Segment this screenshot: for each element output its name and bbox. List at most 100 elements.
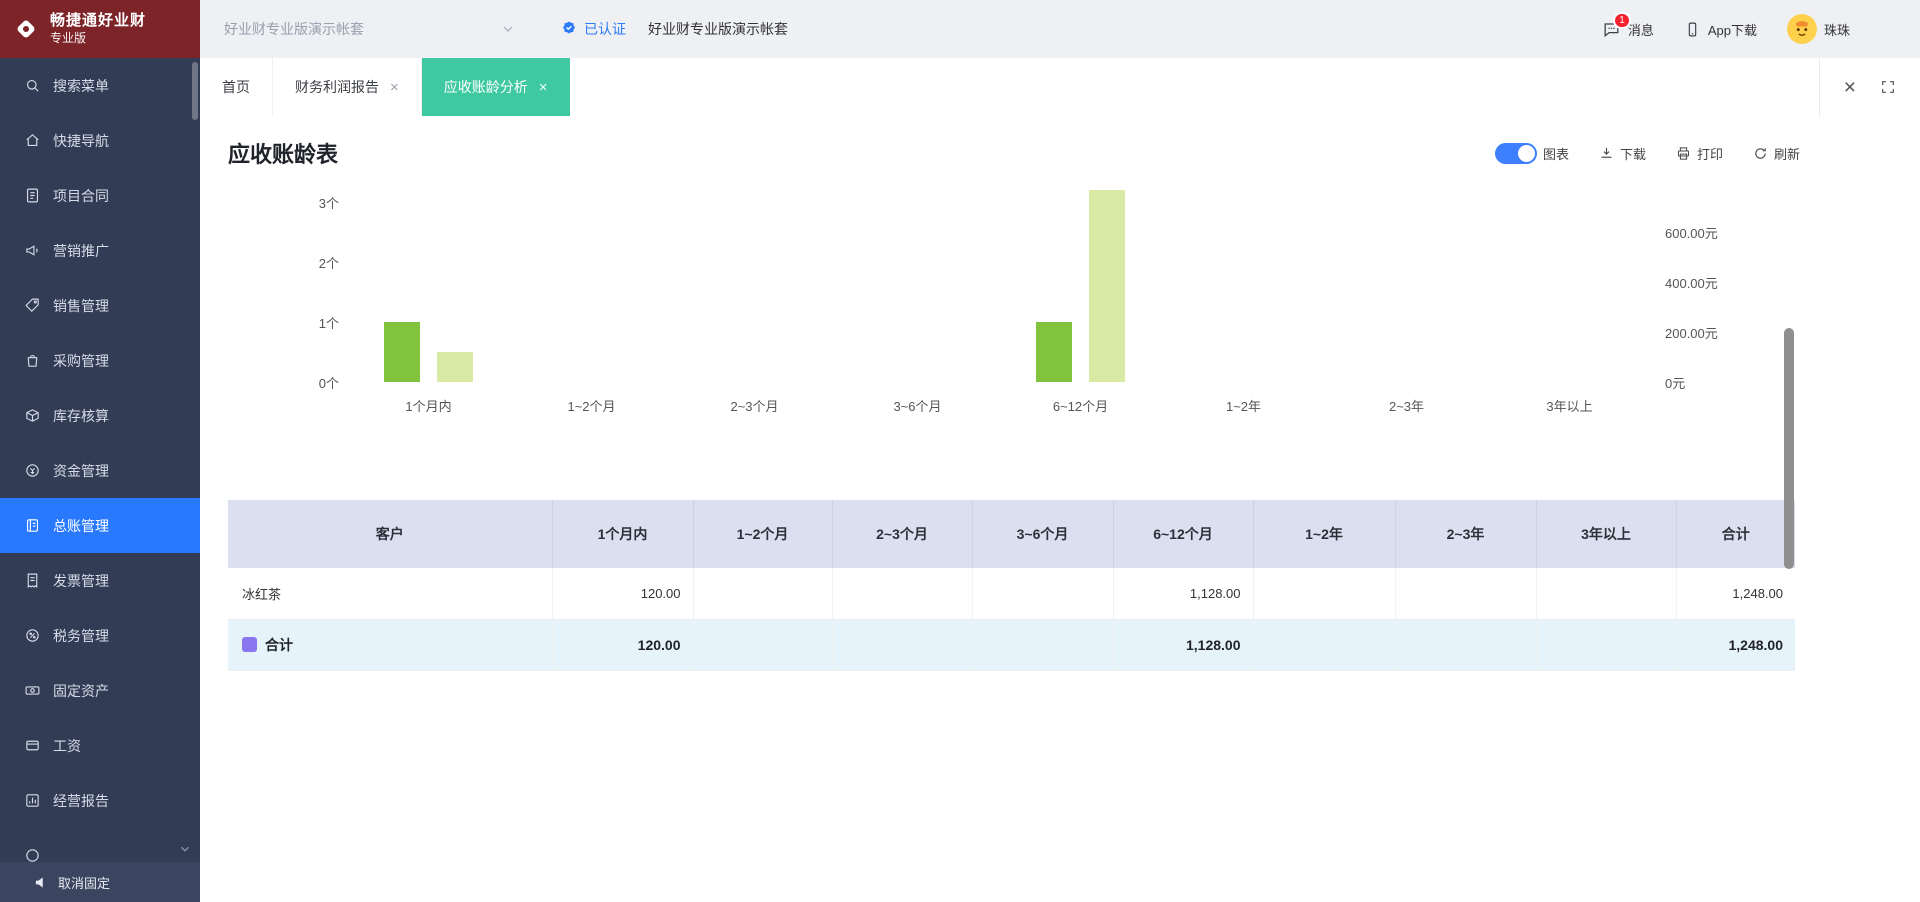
sidebar-item-sales[interactable]: 销售管理 (0, 278, 200, 333)
certified-icon (560, 20, 578, 38)
circle-icon (24, 847, 41, 862)
report-controls: 图表 下载 打印 刷新 (1494, 142, 1800, 164)
column-header: 3年以上 (1536, 500, 1677, 568)
cell-total-value (1253, 619, 1396, 671)
unpin-label: 取消固定 (58, 875, 111, 891)
chart-y-label-left: 3个 (318, 196, 339, 211)
cell-value (693, 568, 833, 620)
aging-table-wrap: 客户 1个月内 1~2个月 2~3个月 3~6个月 6~12个月 1~2年 2~… (228, 500, 1795, 671)
phone-icon (1684, 21, 1701, 38)
sidebar-item-label: 销售管理 (53, 297, 109, 314)
cell-total-value (693, 619, 833, 671)
table-row[interactable]: 冰红茶 120.00 1,128.00 1,248.00 (228, 568, 1795, 620)
close-tab-icon[interactable]: × (390, 78, 399, 96)
sidebar-item-fixed-assets[interactable]: 固定资产 (0, 663, 200, 718)
column-header: 3~6个月 (972, 500, 1114, 568)
topbar-right: 1 消息 App下载 珠珠 (1602, 11, 1920, 44)
sidebar-item-invoice[interactable]: 发票管理 (0, 553, 200, 608)
close-all-tabs-icon[interactable]: × (1843, 75, 1856, 99)
chart-x-label: 6~12个月 (1052, 399, 1109, 414)
user-menu[interactable]: 珠珠 (1786, 14, 1850, 44)
sidebar-item-label: 税务管理 (53, 627, 109, 644)
column-header: 2~3年 (1395, 500, 1537, 568)
unpin-sidebar-button[interactable]: 取消固定 (0, 862, 200, 902)
sidebar-item-label: 快捷导航 (53, 132, 109, 149)
sidebar-item-label: 总账管理 (53, 517, 109, 534)
sidebar-item-salary[interactable]: 工资 (0, 718, 200, 773)
sidebar-item-label: 搜索菜单 (53, 77, 109, 94)
sidebar-item-label: 资金管理 (53, 462, 109, 479)
sidebar-item-funds[interactable]: 资金管理 (0, 443, 200, 498)
chart-y-label-right: 200.00元 (1665, 326, 1718, 341)
logo-icon (12, 15, 40, 43)
toggle-switch[interactable] (1494, 142, 1537, 164)
app-download-button[interactable]: App下载 (1684, 20, 1757, 39)
account-set-name: 好业财专业版演示帐套 (648, 21, 788, 37)
download-icon (1599, 146, 1614, 161)
user-name: 珠珠 (1823, 22, 1850, 38)
chart-y-label-right: 600.00元 (1665, 226, 1718, 241)
cell-total-value: 1,128.00 (1113, 619, 1254, 671)
sidebar-item-general-ledger[interactable]: 总账管理 (0, 498, 200, 553)
tab-receivables-aging[interactable]: 应收账龄分析 × (421, 58, 570, 116)
table-total-row: 合计 120.00 1,128.00 1,248.00 (228, 619, 1795, 671)
print-button[interactable]: 打印 (1676, 144, 1723, 163)
box-icon (24, 407, 41, 424)
sidebar-item-label: 固定资产 (53, 682, 109, 699)
certified-badge: 已认证 (560, 19, 626, 39)
chart-x-label: 1~2个月 (567, 399, 616, 414)
aging-chart: 1个月内 1~2个月 2~3个月 3~6个月 6~12个月 1~2年 2~3年 3年以上 0个 1… (200, 190, 1920, 500)
cell-total-value: 1,248.00 (1676, 619, 1795, 671)
chart-x-label: 3~6个月 (893, 399, 942, 414)
cell-total-value (832, 619, 973, 671)
total-label: 合计 (265, 636, 293, 653)
chart-y-label-right: 0元 (1665, 376, 1686, 391)
sidebar-item-tax[interactable]: 税务管理 (0, 608, 200, 663)
refresh-icon (1753, 146, 1768, 161)
sidebar-menu: 搜索菜单 快捷导航 项目合同 营销推广 销售管理 采购管理 库存核算 资金管理 (0, 58, 200, 862)
sidebar-item-quick-nav[interactable]: 快捷导航 (0, 113, 200, 168)
cell-value (1536, 568, 1677, 620)
sidebar-item-marketing[interactable]: 营销推广 (0, 223, 200, 278)
tab-home[interactable]: 首页 (200, 58, 273, 116)
cell-total-value (1395, 619, 1537, 671)
home-icon (24, 132, 41, 149)
chart-toggle[interactable]: 图表 (1494, 142, 1569, 164)
coin-icon (24, 462, 41, 479)
tab-profit-report[interactable]: 财务利润报告 × (273, 58, 422, 116)
sidebar-scrollbar[interactable] (192, 62, 198, 120)
cell-value (972, 568, 1114, 620)
messages-button[interactable]: 1 消息 (1602, 11, 1654, 39)
sidebar-scroll-down-icon[interactable] (178, 842, 192, 856)
sidebar-item-business-report[interactable]: 经营报告 (0, 773, 200, 828)
main-content: 应收账龄表 图表 下载 打印 刷新 1个月内 1~2个月 2~3个月 3~6个月 6~1… (200, 116, 1920, 902)
tab-label: 应收账龄分析 (443, 79, 528, 95)
sidebar-item-search-menu[interactable]: 搜索菜单 (0, 58, 200, 113)
sidebar-item-label: 工资 (53, 737, 81, 754)
chart-x-label: 1~2年 (1225, 399, 1262, 414)
page-title: 应收账龄表 (228, 142, 339, 167)
chart-y-label-left: 0个 (318, 376, 339, 391)
toggle-knob (1517, 144, 1535, 162)
account-set-dropdown[interactable]: 好业财专业版演示帐套 (224, 19, 516, 39)
refresh-button[interactable]: 刷新 (1753, 144, 1800, 163)
megaphone-icon (24, 242, 41, 259)
column-header: 2~3个月 (832, 500, 973, 568)
sidebar-item-label: 发票管理 (53, 572, 109, 589)
cell-value: 1,248.00 (1676, 568, 1795, 620)
sidebar-item-partial[interactable] (0, 828, 200, 862)
sidebar-item-inventory[interactable]: 库存核算 (0, 388, 200, 443)
content-scrollbar[interactable] (1784, 328, 1794, 569)
fullscreen-icon[interactable] (1880, 79, 1896, 95)
chart-x-label: 2~3个月 (730, 399, 779, 414)
sidebar-item-project-contract[interactable]: 项目合同 (0, 168, 200, 223)
sidebar-item-purchase[interactable]: 采购管理 (0, 333, 200, 388)
column-header: 6~12个月 (1113, 500, 1254, 568)
bar-count-0 (384, 322, 420, 382)
chart-x-label: 2~3年 (1388, 399, 1425, 414)
download-button[interactable]: 下载 (1599, 144, 1646, 163)
column-header: 1~2个月 (693, 500, 833, 568)
cell-value: 1,128.00 (1113, 568, 1254, 620)
close-tab-icon[interactable]: × (538, 78, 548, 96)
wallet-icon (24, 737, 41, 754)
